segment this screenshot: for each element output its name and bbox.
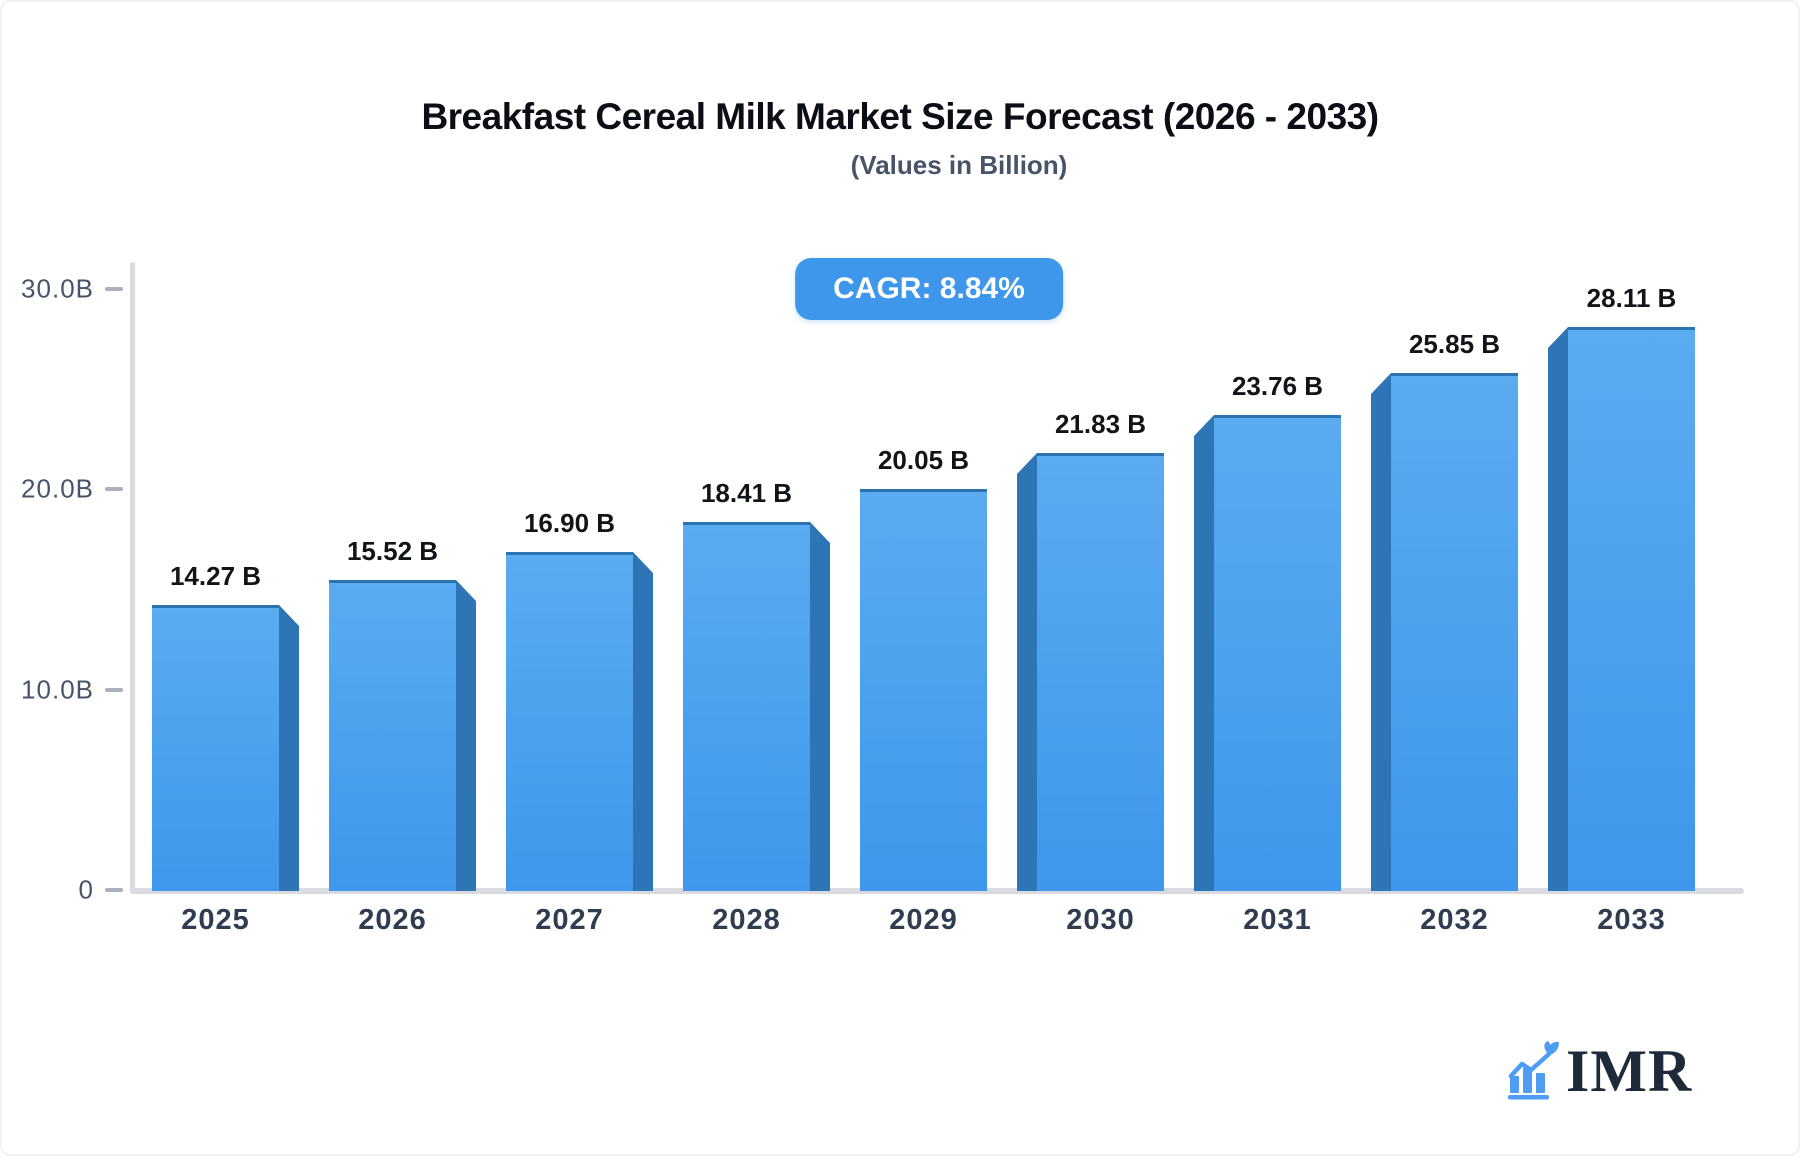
bar-2030 <box>1037 453 1164 891</box>
y-tick-dash <box>105 286 123 291</box>
x-tick-label: 2030 <box>1066 904 1135 936</box>
chart-title: Breakfast Cereal Milk Market Size Foreca… <box>421 96 1379 137</box>
chart-subtitle: (Values in Billion) <box>850 150 1068 180</box>
bar-value-label: 16.90 B <box>523 508 616 538</box>
imr-logo-text: IMR <box>1566 1038 1693 1104</box>
bar-value-label: 28.11 B <box>1586 283 1677 313</box>
bar-side <box>1017 453 1037 891</box>
bar-2033 <box>1568 327 1695 891</box>
y-tick-dash <box>105 687 123 692</box>
bar-2027 <box>506 552 633 891</box>
y-tick-label: 0 <box>78 874 94 905</box>
bar-side <box>810 522 830 891</box>
bar-2031 <box>1214 415 1341 891</box>
bar-value-label: 21.83 B <box>1054 409 1147 439</box>
bar-side <box>1548 327 1568 891</box>
bar-2029 <box>860 489 987 891</box>
imr-logo: IMR <box>1507 1038 1693 1104</box>
bar-chart-leaf-icon <box>1508 1041 1559 1100</box>
bar-value-label: 18.41 B <box>700 478 793 508</box>
bar-side <box>279 605 299 891</box>
bar-value-label: 15.52 B <box>346 536 439 566</box>
bar-value-label: 23.76 B <box>1231 371 1324 401</box>
x-tick-label: 2029 <box>889 904 958 936</box>
bar-value-label: 14.27 B <box>169 561 262 591</box>
x-tick-label: 2032 <box>1420 904 1489 936</box>
x-tick-label: 2026 <box>358 904 427 936</box>
bar-2032 <box>1391 373 1518 891</box>
y-tick-label: 30.0B <box>21 273 94 303</box>
bar-side <box>1371 373 1391 891</box>
bar-value-label: 25.85 B <box>1408 329 1501 359</box>
x-tick-label: 2027 <box>535 904 604 936</box>
bar-value-label: 20.05 B <box>877 445 970 475</box>
x-tick-label: 2033 <box>1597 904 1666 936</box>
bar-side <box>1194 415 1214 891</box>
cagr-badge: CAGR: 8.84% <box>795 258 1063 320</box>
bar-side <box>633 552 653 891</box>
bar-2028 <box>683 522 810 891</box>
x-tick-label: 2031 <box>1243 904 1312 936</box>
x-axis-baseline <box>130 888 1744 894</box>
x-tick-label: 2028 <box>712 904 781 936</box>
x-tick-label: 2025 <box>181 904 250 936</box>
bar-2026 <box>329 580 456 891</box>
y-tick-label: 20.0B <box>21 473 94 504</box>
y-tick-dash <box>105 487 123 491</box>
y-tick-label: 10.0B <box>21 674 94 704</box>
bar-2025 <box>152 605 279 891</box>
y-tick-dash <box>105 888 123 892</box>
y-axis-line <box>130 262 135 894</box>
bar-side <box>456 580 476 891</box>
